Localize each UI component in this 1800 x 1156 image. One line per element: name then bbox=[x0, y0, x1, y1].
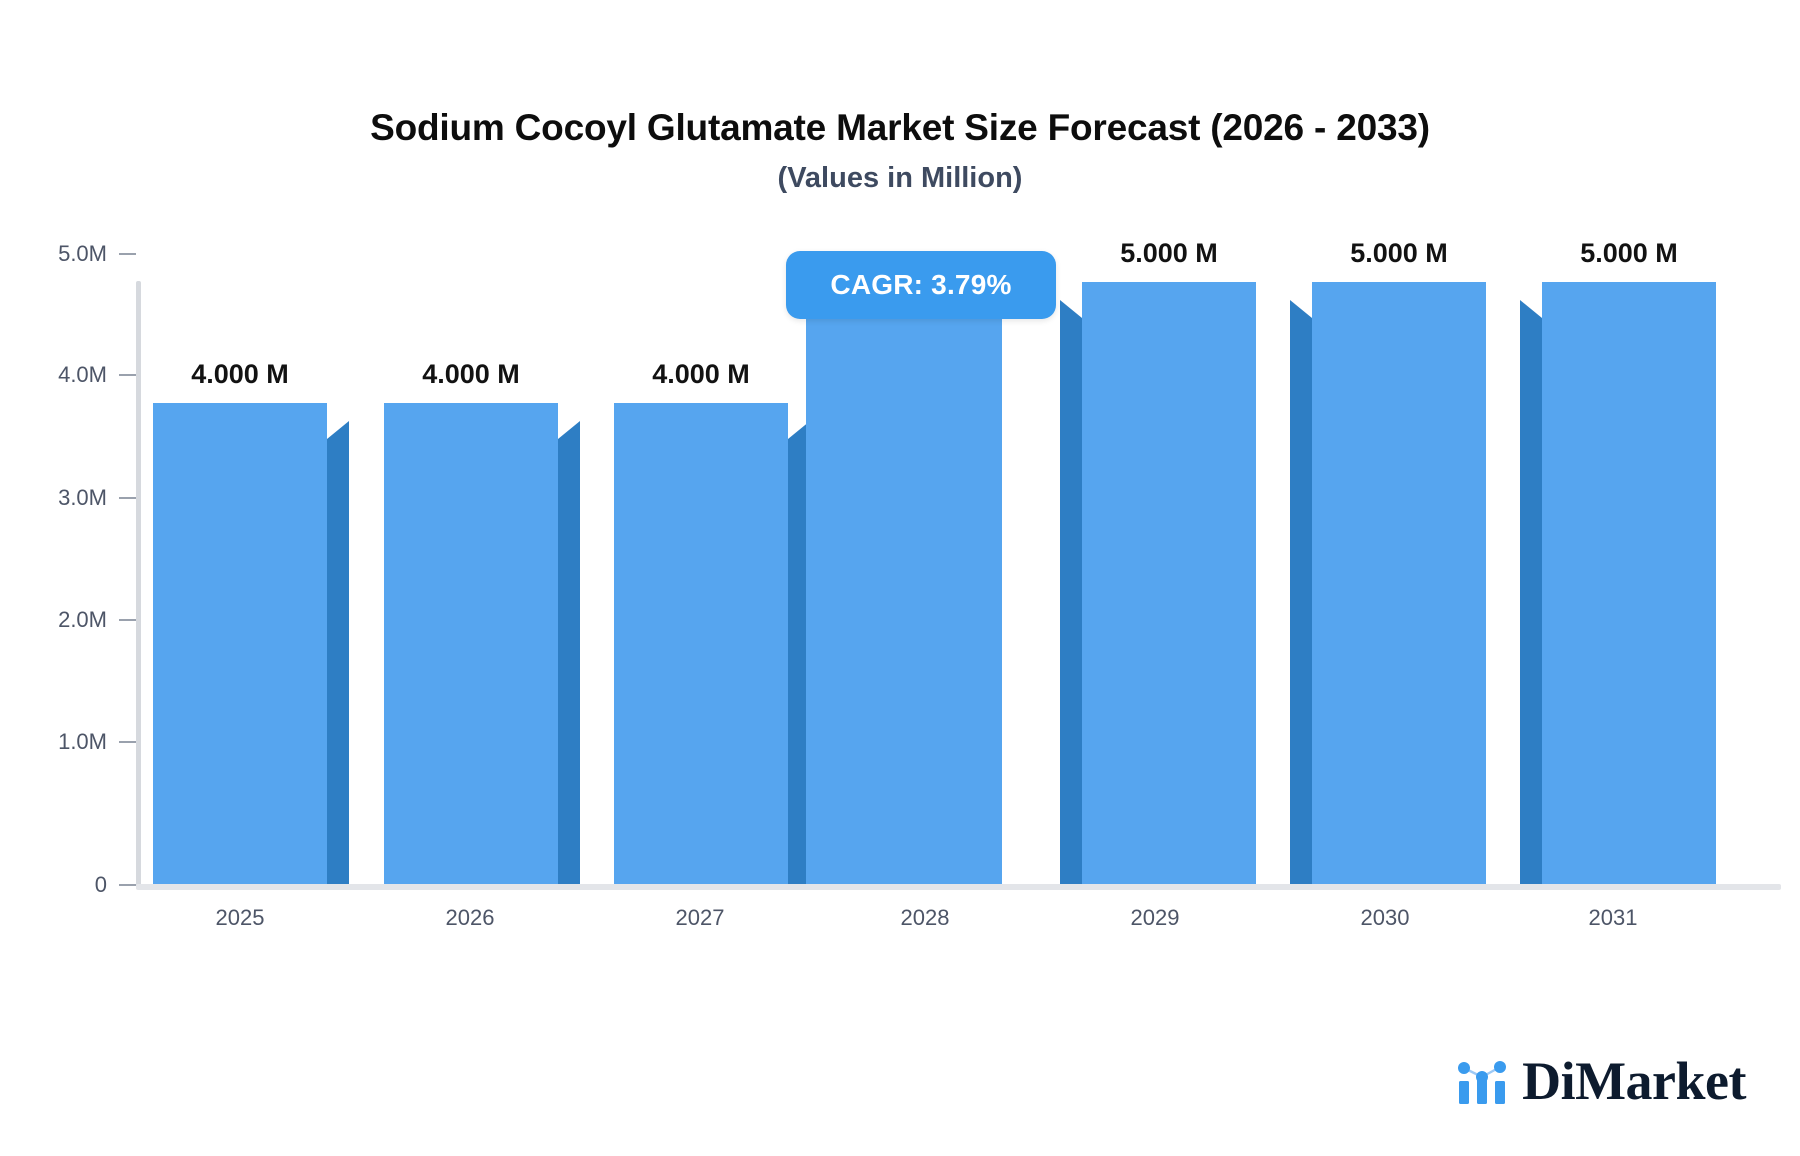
y-tick-4: 4.0M bbox=[58, 362, 136, 387]
y-tick-label: 4.0M bbox=[58, 362, 107, 387]
bar-value-label: 5.000 M bbox=[1120, 238, 1218, 268]
y-axis: 5.0M 4.0M 3.0M 2.0M 1.0M 0 bbox=[0, 0, 136, 1156]
bar-2027[interactable]: 4.000 M bbox=[614, 359, 810, 884]
bar-front-face bbox=[614, 403, 788, 884]
x-tick-label-2031: 2031 bbox=[1588, 905, 1638, 930]
y-tick-label: 3.0M bbox=[58, 485, 107, 510]
bar-side-face bbox=[1290, 300, 1312, 884]
bar-chart-icon bbox=[1456, 1056, 1508, 1106]
cagr-badge[interactable]: CAGR: 3.79% bbox=[786, 251, 1056, 319]
bar-side-face bbox=[1520, 300, 1542, 884]
bar-value-label: 5.000 M bbox=[1350, 238, 1448, 268]
bar-front-face bbox=[153, 403, 327, 884]
bar-side-face bbox=[327, 421, 349, 884]
brand-logo: DiMarket bbox=[1456, 1054, 1746, 1108]
y-tick-label: 1.0M bbox=[58, 729, 107, 754]
bar-2030[interactable]: 5.000 M bbox=[1290, 238, 1486, 884]
y-tick-5: 5.0M bbox=[58, 241, 136, 266]
y-tick-dash-icon bbox=[119, 497, 136, 499]
y-tick-label: 0 bbox=[94, 872, 107, 897]
bar-front-face bbox=[1312, 282, 1486, 884]
y-tick-0: 0 bbox=[94, 872, 136, 897]
logo-wordmark: DiMarket bbox=[1522, 1051, 1746, 1111]
bar-value-label: 5.000 M bbox=[1580, 238, 1678, 268]
y-tick-3: 3.0M bbox=[58, 485, 136, 510]
bar-front-face bbox=[1082, 282, 1256, 884]
x-tick-label-2030: 2030 bbox=[1360, 905, 1410, 930]
x-tick-label-2025: 2025 bbox=[215, 905, 265, 930]
bar-2029[interactable]: 5.000 M bbox=[1060, 238, 1256, 884]
bar-2026[interactable]: 4.000 M bbox=[384, 359, 580, 884]
bar-side-face bbox=[788, 421, 810, 884]
x-axis: 2025 2026 2027 2028 2029 2030 2031 bbox=[0, 905, 1800, 945]
bar-2028[interactable] bbox=[806, 282, 1002, 884]
y-tick-1: 1.0M bbox=[58, 729, 136, 754]
x-axis-line bbox=[136, 884, 1781, 890]
bar-value-label: 4.000 M bbox=[191, 359, 289, 389]
x-tick-label-2029: 2029 bbox=[1130, 905, 1180, 930]
bar-2025[interactable]: 4.000 M bbox=[153, 359, 349, 884]
chart-subtitle: (Values in Million) bbox=[777, 161, 1023, 194]
y-tick-label: 5.0M bbox=[58, 241, 107, 266]
y-tick-dash-icon bbox=[119, 741, 136, 743]
page-title: Sodium Cocoyl Glutamate Market Size Fore… bbox=[370, 107, 1430, 148]
chart-header: Sodium Cocoyl Glutamate Market Size Fore… bbox=[0, 107, 1800, 195]
y-tick-dash-icon bbox=[119, 374, 136, 376]
bar-side-face bbox=[558, 421, 580, 884]
x-tick-label-2027: 2027 bbox=[675, 905, 725, 930]
bar-front-face bbox=[1542, 282, 1716, 884]
x-tick-label-2028: 2028 bbox=[900, 905, 950, 930]
bar-front-face bbox=[384, 403, 558, 884]
y-tick-label: 2.0M bbox=[58, 607, 107, 632]
y-tick-dash-icon bbox=[119, 253, 136, 255]
bar-value-label: 4.000 M bbox=[652, 359, 750, 389]
bar-front-face bbox=[806, 282, 1002, 884]
y-tick-2: 2.0M bbox=[58, 607, 136, 632]
bar-2031[interactable]: 5.000 M bbox=[1520, 238, 1716, 884]
bar-side-face bbox=[1060, 300, 1082, 884]
y-tick-dash-icon bbox=[119, 619, 136, 621]
y-axis-line bbox=[136, 281, 141, 889]
bar-value-label: 4.000 M bbox=[422, 359, 520, 389]
y-tick-dash-icon bbox=[119, 884, 136, 886]
x-tick-label-2026: 2026 bbox=[445, 905, 495, 930]
